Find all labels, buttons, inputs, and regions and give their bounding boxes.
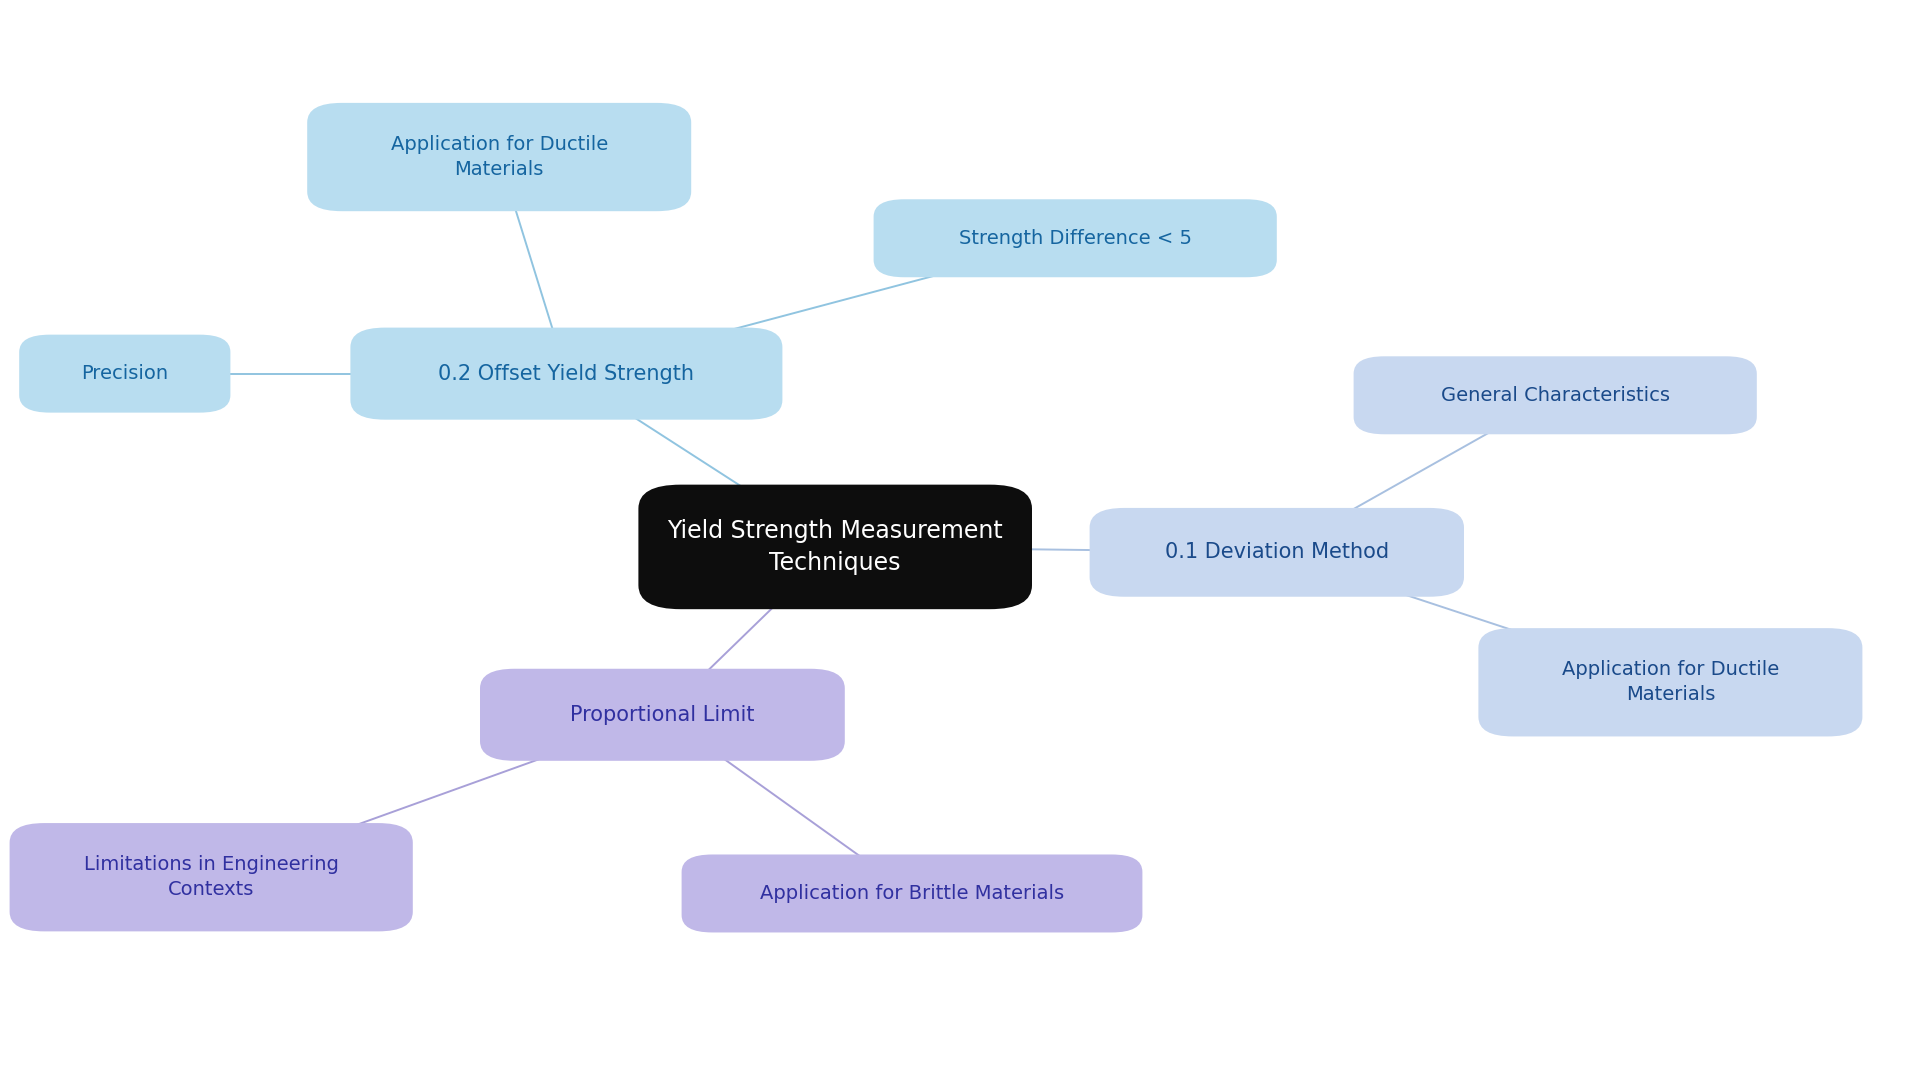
Text: Precision: Precision <box>81 364 169 383</box>
FancyBboxPatch shape <box>874 199 1277 277</box>
Text: Proportional Limit: Proportional Limit <box>570 705 755 725</box>
FancyBboxPatch shape <box>1478 628 1862 736</box>
Text: Application for Ductile
Materials: Application for Ductile Materials <box>1561 661 1780 704</box>
FancyBboxPatch shape <box>19 335 230 413</box>
Text: Application for Ductile
Materials: Application for Ductile Materials <box>390 135 609 179</box>
FancyBboxPatch shape <box>349 327 783 419</box>
FancyBboxPatch shape <box>307 103 691 211</box>
FancyBboxPatch shape <box>1354 356 1757 434</box>
Text: Application for Brittle Materials: Application for Brittle Materials <box>760 884 1064 903</box>
Text: Limitations in Engineering
Contexts: Limitations in Engineering Contexts <box>84 856 338 899</box>
Text: Strength Difference < 5: Strength Difference < 5 <box>958 229 1192 248</box>
FancyBboxPatch shape <box>10 823 413 931</box>
Text: General Characteristics: General Characteristics <box>1440 386 1670 405</box>
Text: 0.1 Deviation Method: 0.1 Deviation Method <box>1165 543 1388 562</box>
FancyBboxPatch shape <box>637 485 1033 609</box>
FancyBboxPatch shape <box>682 854 1142 932</box>
Text: 0.2 Offset Yield Strength: 0.2 Offset Yield Strength <box>438 364 695 383</box>
FancyBboxPatch shape <box>1089 508 1463 597</box>
Text: Yield Strength Measurement
Techniques: Yield Strength Measurement Techniques <box>668 519 1002 575</box>
FancyBboxPatch shape <box>480 668 845 760</box>
